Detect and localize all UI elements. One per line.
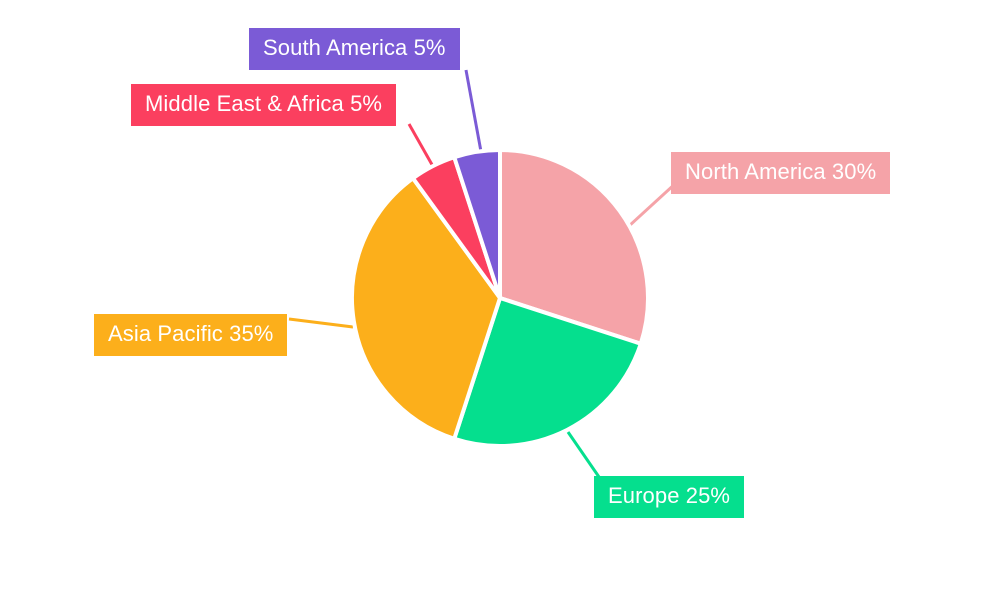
slice-label-europe[interactable]: Europe 25% bbox=[594, 476, 745, 518]
slice-label-north-america[interactable]: North America 30% bbox=[671, 152, 891, 194]
pie-slice-asia-pacific[interactable] bbox=[350, 176, 502, 441]
slice-label-south-america[interactable]: South America 5% bbox=[249, 28, 460, 70]
slice-label-middle-east-africa[interactable]: Middle East & Africa 5% bbox=[131, 84, 397, 126]
leader-line-north-america bbox=[627, 181, 678, 228]
leader-line-south-america bbox=[464, 69, 484, 158]
pie-slice-south-america[interactable] bbox=[452, 148, 502, 300]
leader-line-europe bbox=[566, 431, 601, 478]
leader-line-asia-pacific bbox=[288, 317, 354, 329]
pie-slice-north-america[interactable] bbox=[498, 148, 650, 346]
slice-label-asia-pacific[interactable]: Asia Pacific 35% bbox=[94, 314, 288, 356]
pie-slice-europe[interactable] bbox=[452, 296, 643, 448]
